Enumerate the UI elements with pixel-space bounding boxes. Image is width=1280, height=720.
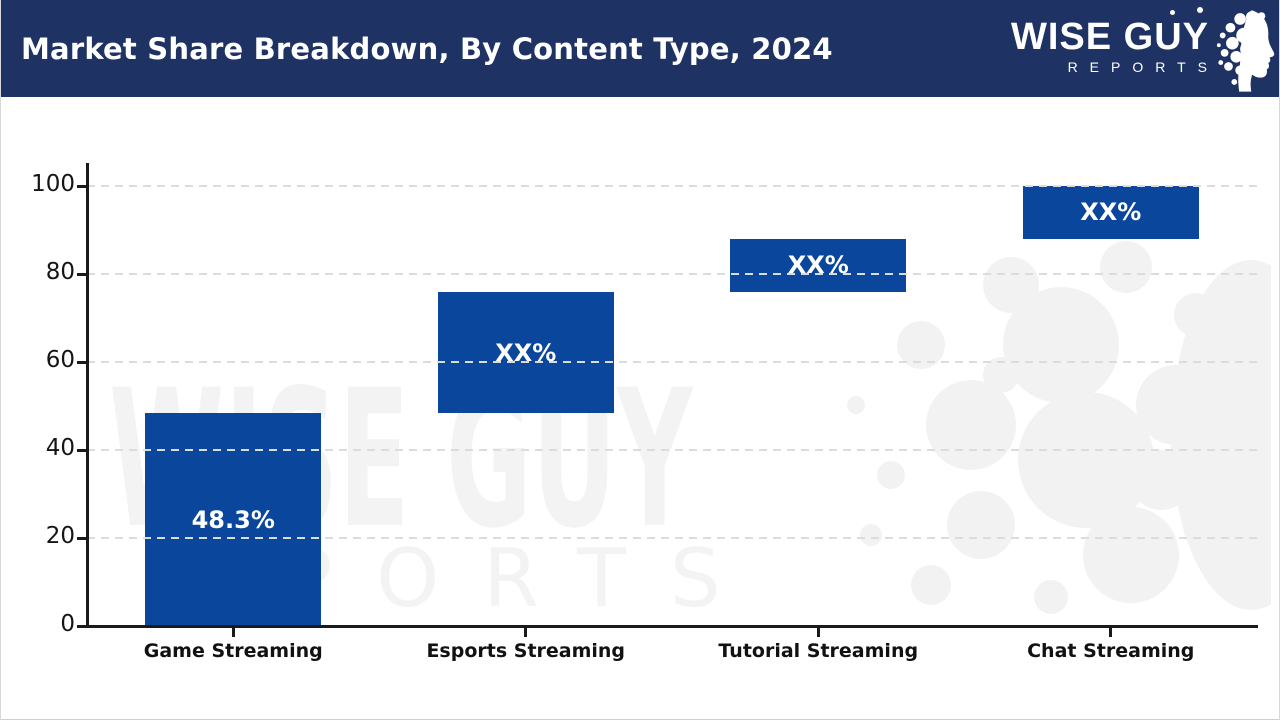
bar-value-label: XX%: [1080, 198, 1142, 227]
x-axis-line: [86, 625, 1258, 628]
header-bar: Market Share Breakdown, By Content Type,…: [1, 0, 1279, 97]
plot-area: WISE GUY PORTS 0 20 40 60 80 100 48.3% Game Str…: [1, 97, 1279, 719]
y-tick-label: 60: [45, 347, 75, 373]
watermark-text-2: PORTS: [284, 532, 765, 625]
x-category-label: Chat Streaming: [1027, 640, 1195, 662]
logo-dot-icon: [1170, 10, 1175, 15]
logo-text: WISE GUY REPORTS: [1011, 18, 1209, 75]
gridline-40: [87, 449, 1257, 451]
gridline-80: [87, 273, 1257, 275]
y-axis-tick: [77, 449, 87, 452]
x-axis-tick: [231, 628, 235, 637]
y-axis-tick: [77, 185, 87, 188]
gridline-60: [87, 361, 1257, 363]
x-category-label: Game Streaming: [143, 640, 323, 662]
y-axis-tick: [77, 273, 87, 276]
bar-tutorial-streaming: XX%: [730, 238, 907, 292]
bar-chat-streaming: XX%: [1022, 186, 1199, 239]
y-tick-label: 20: [45, 523, 75, 549]
bar-value-label: 48.3%: [191, 505, 275, 534]
y-tick-label: 100: [31, 171, 75, 197]
chart-title: Market Share Breakdown, By Content Type,…: [21, 31, 833, 66]
gridline-20: [87, 537, 1257, 539]
y-axis-tick: [77, 537, 87, 540]
x-category-label: Esports Streaming: [426, 640, 626, 662]
x-axis-tick: [1109, 628, 1113, 637]
y-tick-label: 80: [45, 259, 75, 285]
bar-esports-streaming: XX%: [437, 291, 614, 414]
y-axis-line: [86, 163, 89, 627]
wiseguy-head-icon: [1216, 10, 1275, 92]
x-category-label: Tutorial Streaming: [718, 640, 919, 662]
watermark-head-icon: [847, 241, 1271, 614]
logo-wordmark: WISE GUY: [1010, 16, 1209, 58]
y-axis-tick: [77, 361, 87, 364]
bar-game-streaming: 48.3%: [145, 413, 322, 626]
y-tick-label: 40: [45, 435, 75, 461]
y-tick-label: 0: [60, 611, 75, 637]
x-axis-tick: [816, 628, 820, 637]
x-axis-tick: [524, 628, 528, 637]
wiseguy-logo: WISE GUY REPORTS: [1005, 4, 1275, 93]
logo-subtext: REPORTS: [1067, 59, 1219, 75]
gridline-100: [87, 185, 1257, 187]
logo-dot-icon: [1197, 7, 1203, 13]
y-axis-tick: [77, 625, 87, 628]
